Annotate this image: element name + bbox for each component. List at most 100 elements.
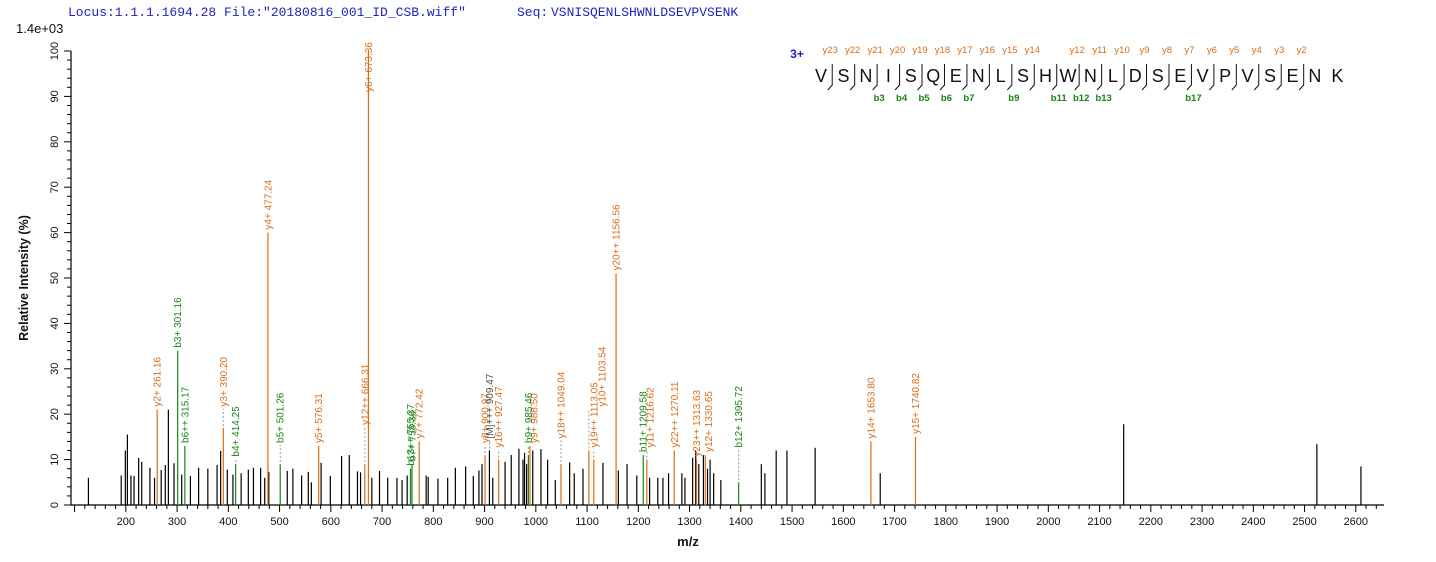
y-tick-label: 30: [49, 363, 61, 375]
y-ion-label: y12: [1070, 45, 1085, 56]
fragment-marker: [827, 64, 833, 91]
b-ion-peak: b12+ 1395.72: [734, 386, 745, 505]
y-ion-label: y2: [1297, 45, 1307, 56]
fragment-marker: [894, 64, 901, 91]
y-ion-peak: y18++ 1049.04: [556, 371, 567, 505]
peak-label: y10+ 1103.54: [597, 346, 608, 407]
residue: W: [1059, 66, 1076, 86]
peak-label: y5+ 576.31: [314, 393, 325, 443]
residue: K: [1331, 66, 1343, 86]
y-ion-peak: y20++ 1156.56: [612, 204, 623, 505]
peak-label: [M]+++ 909.47: [485, 373, 496, 438]
residue: S: [1264, 66, 1276, 86]
b-ion-peak: b4+ 414.25: [231, 406, 242, 505]
b-ion-peak: b13++ 755.37: [406, 404, 417, 505]
fragment-marker: [1029, 64, 1035, 91]
peak-label: b11+ 1209.58: [639, 391, 650, 452]
residue: Q: [926, 66, 940, 86]
y-ion-label: y5: [1229, 45, 1239, 56]
peak-label: b3+ 301.16: [173, 297, 184, 348]
residue: V: [1242, 66, 1254, 86]
residue: N: [1308, 66, 1321, 86]
y-ion-label: y19: [912, 45, 927, 56]
residue: E: [950, 66, 962, 86]
y-tick-label: 70: [49, 181, 61, 193]
residue: L: [1108, 66, 1118, 86]
y-ion-peak: y12+ 1330.65: [704, 391, 715, 505]
peak-label: y20++ 1156.56: [612, 204, 623, 270]
y-ion-peak: y4+ 477.24: [263, 179, 274, 505]
y-ion-label: y8: [1162, 45, 1172, 56]
y-tick-label: 0: [49, 502, 61, 508]
b-ion-peak: b9+ 985.46: [524, 392, 535, 505]
b-ion-label: b12: [1073, 93, 1089, 104]
precursor-ion-peak: [M]+++ 909.47: [485, 373, 496, 505]
peak-label: b7+ 758.36: [407, 410, 418, 461]
peak-label: y12++ 666.31: [360, 363, 371, 425]
y-ion-label: y22: [845, 45, 860, 56]
y-ion-label: y7: [1184, 45, 1194, 56]
y-tick-label: 80: [49, 136, 61, 148]
y-axis-title: Relative Intensity (%): [17, 215, 31, 341]
residue: S: [905, 66, 917, 86]
x-tick-label: 300: [168, 516, 186, 528]
residue: S: [837, 66, 849, 86]
b-ion-label: b13: [1095, 93, 1111, 104]
b-ion-peak: b5+ 501.26: [276, 392, 287, 505]
y-tick-label: 10: [49, 453, 61, 465]
fragment-marker: [1119, 64, 1125, 91]
residue: E: [1286, 66, 1298, 86]
fragment-marker: [1186, 64, 1192, 91]
y-ion-label: y18: [935, 45, 950, 56]
peak-label: y15+ 1740.82: [911, 373, 922, 434]
peak-label: y23++ 1313.63: [692, 389, 703, 456]
residue: I: [886, 66, 891, 86]
peak-label: y4+ 477.24: [263, 179, 274, 229]
y-ticks: 0 10 20 30 40 50 60 70 80 90 100: [49, 42, 71, 508]
x-tick-label: 500: [270, 516, 288, 528]
x-tick-label: 1300: [677, 516, 701, 528]
x-tick-label: 700: [373, 516, 391, 528]
fragment-marker: [1253, 64, 1260, 91]
b-ion-label: b6: [941, 93, 952, 104]
x-tick-label: 2400: [1241, 516, 1265, 528]
y-ion-peak: y15+ 1740.82: [911, 373, 922, 505]
y-ion-peak: y23++ 1313.63: [692, 389, 703, 505]
peak-label: b6++ 315.17: [180, 386, 191, 443]
b-ion-label: b17: [1185, 93, 1201, 104]
x-tick-label: 1600: [831, 516, 855, 528]
y-tick-label: 50: [49, 272, 61, 284]
residue: H: [1039, 66, 1052, 86]
peak-label: b4+ 414.25: [231, 406, 242, 457]
x-tick-label: 2600: [1344, 516, 1368, 528]
peak-label: b13++ 755.37: [406, 404, 417, 466]
y-ion-peak: y22++ 1270.11: [670, 381, 681, 505]
x-tick-label: 600: [322, 516, 340, 528]
residue: N: [1084, 66, 1097, 86]
b-ion-label: b3: [874, 93, 885, 104]
x-tick-label: 900: [475, 516, 493, 528]
peak-label: y8+ 900.97: [481, 393, 492, 443]
fragment-marker: [1276, 64, 1282, 91]
fragment-marker: [1209, 64, 1215, 91]
peak-label: y7+ 772.42: [415, 388, 426, 438]
y-ion-label: y3: [1274, 45, 1284, 56]
x-tick-label: 800: [424, 516, 442, 528]
b-ion-label: b4: [896, 93, 908, 104]
seq-value: VSNISQENLSHWNLDSEVPVSENK: [551, 5, 739, 20]
y-tick-label: 100: [49, 42, 61, 60]
peak-label: y3+ 390.20: [219, 356, 230, 406]
locus-file-text: Locus:1.1.1.1694.28 File:"20180816_001_I…: [68, 5, 466, 20]
residue: L: [996, 66, 1006, 86]
y-ion-peak: y19++ 1113.05: [589, 382, 600, 505]
y-ion-peak: y3+ 390.20: [219, 356, 230, 505]
b-ion-peak: b6++ 315.17: [180, 386, 191, 505]
fragment-marker: [1231, 64, 1237, 91]
fragment-marker: [1164, 64, 1170, 91]
y-ion-peak: y5+ 576.31: [314, 393, 325, 505]
y-ion-label: y17: [957, 45, 972, 56]
x-tick-label: 1100: [575, 516, 599, 528]
